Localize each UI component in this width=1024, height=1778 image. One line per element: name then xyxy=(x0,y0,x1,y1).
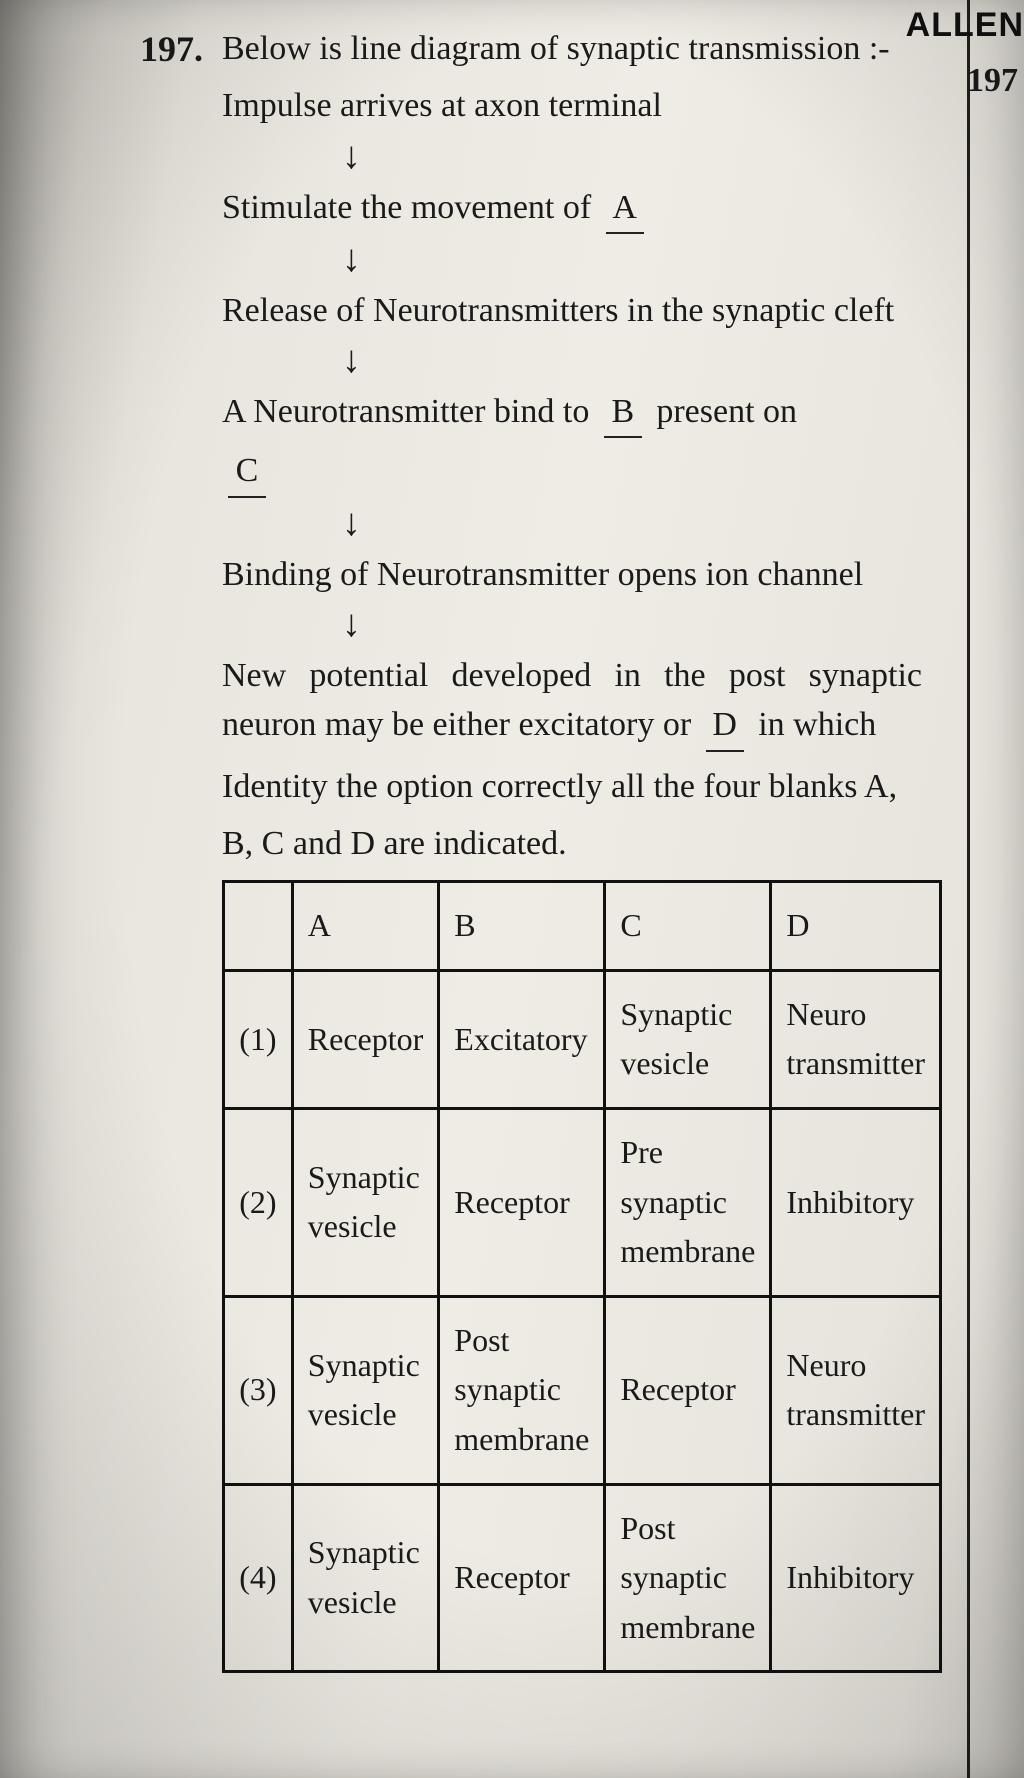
table-row: (3) Synaptic vesicle Post synaptic membr… xyxy=(224,1296,941,1484)
row-index: (3) xyxy=(224,1296,293,1484)
cell-d: Inhibitory xyxy=(771,1484,941,1672)
th-d: D xyxy=(771,882,941,971)
arrow-icon: ↓ xyxy=(342,137,922,175)
step-4-line1: A Neurotransmitter bind to B present on xyxy=(222,387,922,438)
th-blank xyxy=(224,882,293,971)
table-row: (4) Synaptic vesicle Receptor Post synap… xyxy=(224,1484,941,1672)
step-6-b: in which xyxy=(750,706,877,743)
arrow-icon: ↓ xyxy=(342,605,922,643)
cell-d: Inhibitory xyxy=(771,1109,941,1297)
cell-a: Receptor xyxy=(292,970,439,1108)
question-body: Below is line diagram of synaptic transm… xyxy=(222,24,922,1673)
cell-c: Receptor xyxy=(605,1296,771,1484)
cell-b: Excitatory xyxy=(439,970,605,1108)
step-4-line2: C xyxy=(222,446,922,497)
cell-d: Neuro transmitter xyxy=(771,970,941,1108)
prompt-line-a: Identity the option correctly all the fo… xyxy=(222,762,922,811)
blank-b: B xyxy=(604,387,642,438)
cell-d: Neuro transmitter xyxy=(771,1296,941,1484)
row-index: (2) xyxy=(224,1109,293,1297)
cell-a: Synaptic vesicle xyxy=(292,1296,439,1484)
intro-line: Below is line diagram of synaptic transm… xyxy=(222,24,922,73)
step-6: New potential developed in the post syna… xyxy=(222,651,922,752)
step-2-pre: Stimulate the movement of xyxy=(222,189,600,226)
step-4-post: present on xyxy=(648,393,797,430)
page: ALLEN 197 197. Below is line diagram of … xyxy=(0,0,1024,1778)
row-index: (4) xyxy=(224,1484,293,1672)
blank-a: A xyxy=(606,183,644,234)
step-4-pre: A Neurotransmitter bind to xyxy=(222,393,598,430)
cell-c: Pre synaptic membrane xyxy=(605,1109,771,1297)
th-a: A xyxy=(292,882,439,971)
step-5: Binding of Neurotransmitter opens ion ch… xyxy=(222,550,922,599)
margin-question-number: 197 xyxy=(967,62,1018,100)
step-3: Release of Neurotransmitters in the syna… xyxy=(222,286,922,335)
prompt-line-b: B, C and D are indicated. xyxy=(222,819,922,868)
cell-a: Synaptic vesicle xyxy=(292,1109,439,1297)
cell-b: Receptor xyxy=(439,1484,605,1672)
options-table: A B C D (1) Receptor Excitatory Synaptic… xyxy=(222,880,942,1673)
row-index: (1) xyxy=(224,970,293,1108)
cell-c: Synaptic vesicle xyxy=(605,970,771,1108)
cell-b: Receptor xyxy=(439,1109,605,1297)
blank-c: C xyxy=(228,446,266,497)
table-row: (2) Synaptic vesicle Receptor Pre synapt… xyxy=(224,1109,941,1297)
step-1: Impulse arrives at axon terminal xyxy=(222,81,922,130)
right-vertical-rule xyxy=(967,0,970,1778)
cell-b: Post synaptic membrane xyxy=(439,1296,605,1484)
arrow-icon: ↓ xyxy=(342,240,922,278)
arrow-icon: ↓ xyxy=(342,504,922,542)
step-2: Stimulate the movement of A xyxy=(222,183,922,234)
th-c: C xyxy=(605,882,771,971)
brand-label: ALLEN xyxy=(906,6,1024,45)
table-row: (1) Receptor Excitatory Synaptic vesicle… xyxy=(224,970,941,1108)
th-b: B xyxy=(439,882,605,971)
table-header-row: A B C D xyxy=(224,882,941,971)
question-number: 197. xyxy=(140,28,203,70)
blank-d: D xyxy=(706,700,744,751)
cell-c: Post synaptic membrane xyxy=(605,1484,771,1672)
cell-a: Synaptic vesicle xyxy=(292,1484,439,1672)
arrow-icon: ↓ xyxy=(342,341,922,379)
